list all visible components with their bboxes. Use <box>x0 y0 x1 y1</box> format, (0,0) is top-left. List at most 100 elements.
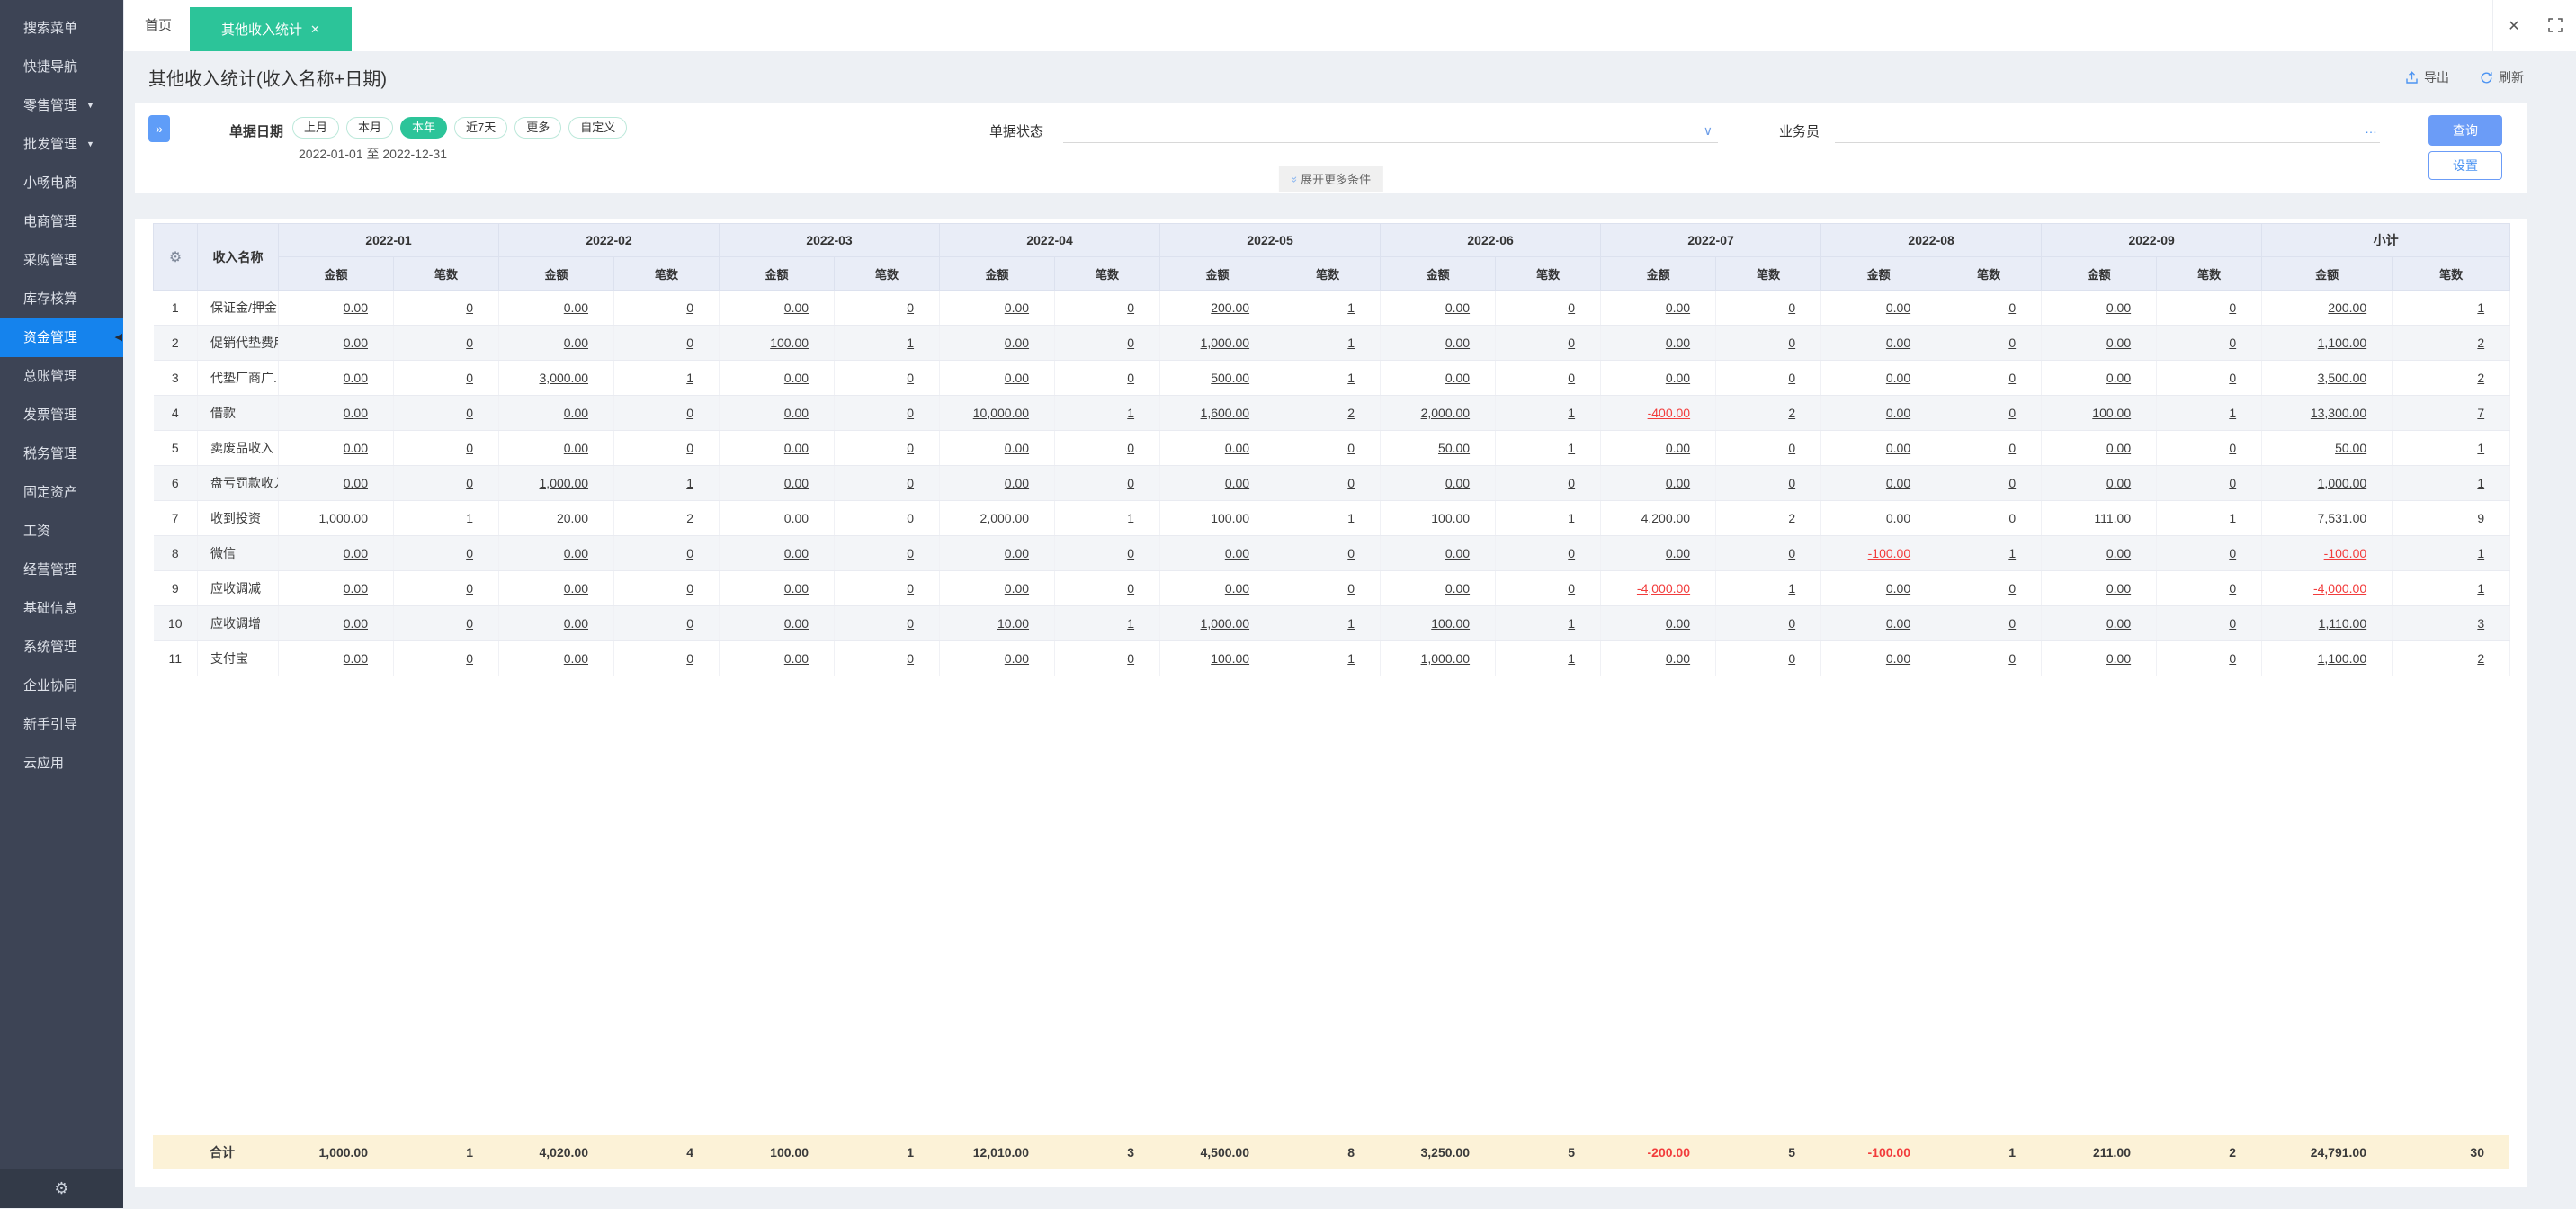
count-cell[interactable]: 1 <box>1275 605 1382 641</box>
count-cell[interactable]: 0 <box>1715 465 1822 501</box>
count-cell[interactable]: 0 <box>2156 325 2263 361</box>
amount-cell[interactable]: 1,110.00 <box>2261 605 2393 641</box>
amount-link[interactable]: 100.00 <box>1431 511 1471 525</box>
amount-link[interactable]: 0.00 <box>783 476 809 490</box>
amount-cell[interactable]: 0.00 <box>719 535 836 571</box>
count-link[interactable]: 1 <box>2477 441 2485 455</box>
count-cell[interactable]: 1 <box>2392 570 2511 606</box>
count-cell[interactable]: 0 <box>393 360 500 396</box>
amount-link[interactable]: 0.00 <box>783 581 809 596</box>
sidebar-item-system[interactable]: 系统管理 <box>23 640 78 655</box>
amount-link[interactable]: 10.00 <box>997 616 1030 631</box>
count-cell[interactable]: 1 <box>1275 500 1382 536</box>
count-link[interactable]: 0 <box>2008 651 2017 666</box>
count-link[interactable]: 0 <box>466 300 474 315</box>
count-cell[interactable]: 0 <box>1936 325 2043 361</box>
count-cell[interactable]: 0 <box>613 535 720 571</box>
amount-cell[interactable]: 0.00 <box>939 570 1056 606</box>
amount-cell[interactable]: 1,000.00 <box>1380 640 1497 676</box>
amount-cell[interactable]: 1,000.00 <box>1159 605 1276 641</box>
amount-link[interactable]: 0.00 <box>1885 441 1911 455</box>
amount-cell[interactable]: 0.00 <box>1600 290 1717 326</box>
count-cell[interactable]: 1 <box>1275 290 1382 326</box>
count-link[interactable]: 0 <box>1568 336 1576 350</box>
count-link[interactable]: 0 <box>2008 581 2017 596</box>
amount-cell[interactable]: 0.00 <box>498 430 615 466</box>
count-link[interactable]: 0 <box>2229 371 2237 385</box>
amount-link[interactable]: -100.00 <box>2323 546 2367 560</box>
amount-link[interactable]: 0.00 <box>563 651 589 666</box>
count-cell[interactable]: 0 <box>834 395 941 431</box>
count-link[interactable]: 0 <box>1788 371 1796 385</box>
count-cell[interactable]: 0 <box>2156 360 2263 396</box>
amount-cell[interactable]: 0.00 <box>1600 535 1717 571</box>
amount-cell[interactable]: 0.00 <box>2041 570 2158 606</box>
count-cell[interactable]: 0 <box>1054 325 1161 361</box>
count-link[interactable]: 1 <box>2229 511 2237 525</box>
amount-link[interactable]: 0.00 <box>1445 371 1471 385</box>
amount-link[interactable]: 0.00 <box>343 651 368 666</box>
amount-link[interactable]: 0.00 <box>783 406 809 420</box>
count-cell[interactable]: 1 <box>1275 325 1382 361</box>
count-cell[interactable]: 0 <box>1495 535 1602 571</box>
amount-cell[interactable]: 0.00 <box>1820 570 1937 606</box>
sidebar-item-xiaochang-ecommerce[interactable]: 小畅电商 <box>23 175 78 191</box>
count-cell[interactable]: 0 <box>1936 500 2043 536</box>
count-cell[interactable]: 0 <box>834 290 941 326</box>
amount-link[interactable]: 10,000.00 <box>972 406 1030 420</box>
amount-link[interactable]: 50.00 <box>1438 441 1471 455</box>
count-cell[interactable]: 0 <box>1054 290 1161 326</box>
amount-cell[interactable]: 0.00 <box>1380 465 1497 501</box>
count-cell[interactable]: 0 <box>1054 465 1161 501</box>
count-cell[interactable]: 0 <box>393 605 500 641</box>
count-link[interactable]: 0 <box>686 546 694 560</box>
sidebar-item-fixed-assets[interactable]: 固定资产 <box>23 485 78 500</box>
tab-other-income-stats[interactable]: 其他收入统计 ✕ <box>190 7 352 51</box>
amount-cell[interactable]: 0.00 <box>1380 325 1497 361</box>
sidebar-item-retail[interactable]: 零售管理 ▼ <box>23 98 94 113</box>
amount-cell[interactable]: 0.00 <box>939 465 1056 501</box>
amount-link[interactable]: 0.00 <box>563 406 589 420</box>
amount-link[interactable]: 0.00 <box>1224 441 1250 455</box>
count-link[interactable]: 0 <box>2008 371 2017 385</box>
amount-cell[interactable]: 0.00 <box>278 430 394 466</box>
count-cell[interactable]: 0 <box>834 535 941 571</box>
amount-link[interactable]: 0.00 <box>1885 651 1911 666</box>
count-cell[interactable]: 0 <box>613 605 720 641</box>
count-cell[interactable]: 2 <box>1275 395 1382 431</box>
count-link[interactable]: 9 <box>2477 511 2485 525</box>
amount-cell[interactable]: 0.00 <box>719 570 836 606</box>
amount-cell[interactable]: 0.00 <box>939 325 1056 361</box>
count-cell[interactable]: 2 <box>1715 395 1822 431</box>
amount-cell[interactable]: 0.00 <box>278 535 394 571</box>
count-link[interactable]: 0 <box>686 651 694 666</box>
count-link[interactable]: 0 <box>1127 336 1135 350</box>
count-link[interactable]: 0 <box>1127 546 1135 560</box>
count-cell[interactable]: 1 <box>1054 605 1161 641</box>
count-cell[interactable]: 1 <box>2392 465 2511 501</box>
amount-cell[interactable]: 0.00 <box>1600 430 1717 466</box>
count-cell[interactable]: 0 <box>1054 430 1161 466</box>
amount-link[interactable]: 0.00 <box>1665 651 1691 666</box>
count-link[interactable]: 1 <box>1568 651 1576 666</box>
amount-link[interactable]: 0.00 <box>563 441 589 455</box>
amount-link[interactable]: 2,000.00 <box>1420 406 1471 420</box>
count-link[interactable]: 0 <box>907 511 915 525</box>
count-cell[interactable]: 1 <box>2156 395 2263 431</box>
amount-cell[interactable]: 100.00 <box>1380 605 1497 641</box>
count-link[interactable]: 1 <box>1127 511 1135 525</box>
count-link[interactable]: 0 <box>2008 616 2017 631</box>
count-cell[interactable]: 0 <box>2156 430 2263 466</box>
count-link[interactable]: 0 <box>466 476 474 490</box>
amount-cell[interactable]: 0.00 <box>1820 465 1937 501</box>
fullscreen-icon[interactable] <box>2535 18 2576 34</box>
amount-cell[interactable]: 0.00 <box>498 570 615 606</box>
amount-cell[interactable]: 2,000.00 <box>939 500 1056 536</box>
amount-link[interactable]: 0.00 <box>2106 581 2132 596</box>
amount-link[interactable]: 0.00 <box>343 546 368 560</box>
count-cell[interactable]: 0 <box>1936 640 2043 676</box>
amount-link[interactable]: 0.00 <box>1885 581 1911 596</box>
count-link[interactable]: 0 <box>466 336 474 350</box>
count-cell[interactable]: 1 <box>393 500 500 536</box>
count-cell[interactable]: 1 <box>2392 290 2511 326</box>
